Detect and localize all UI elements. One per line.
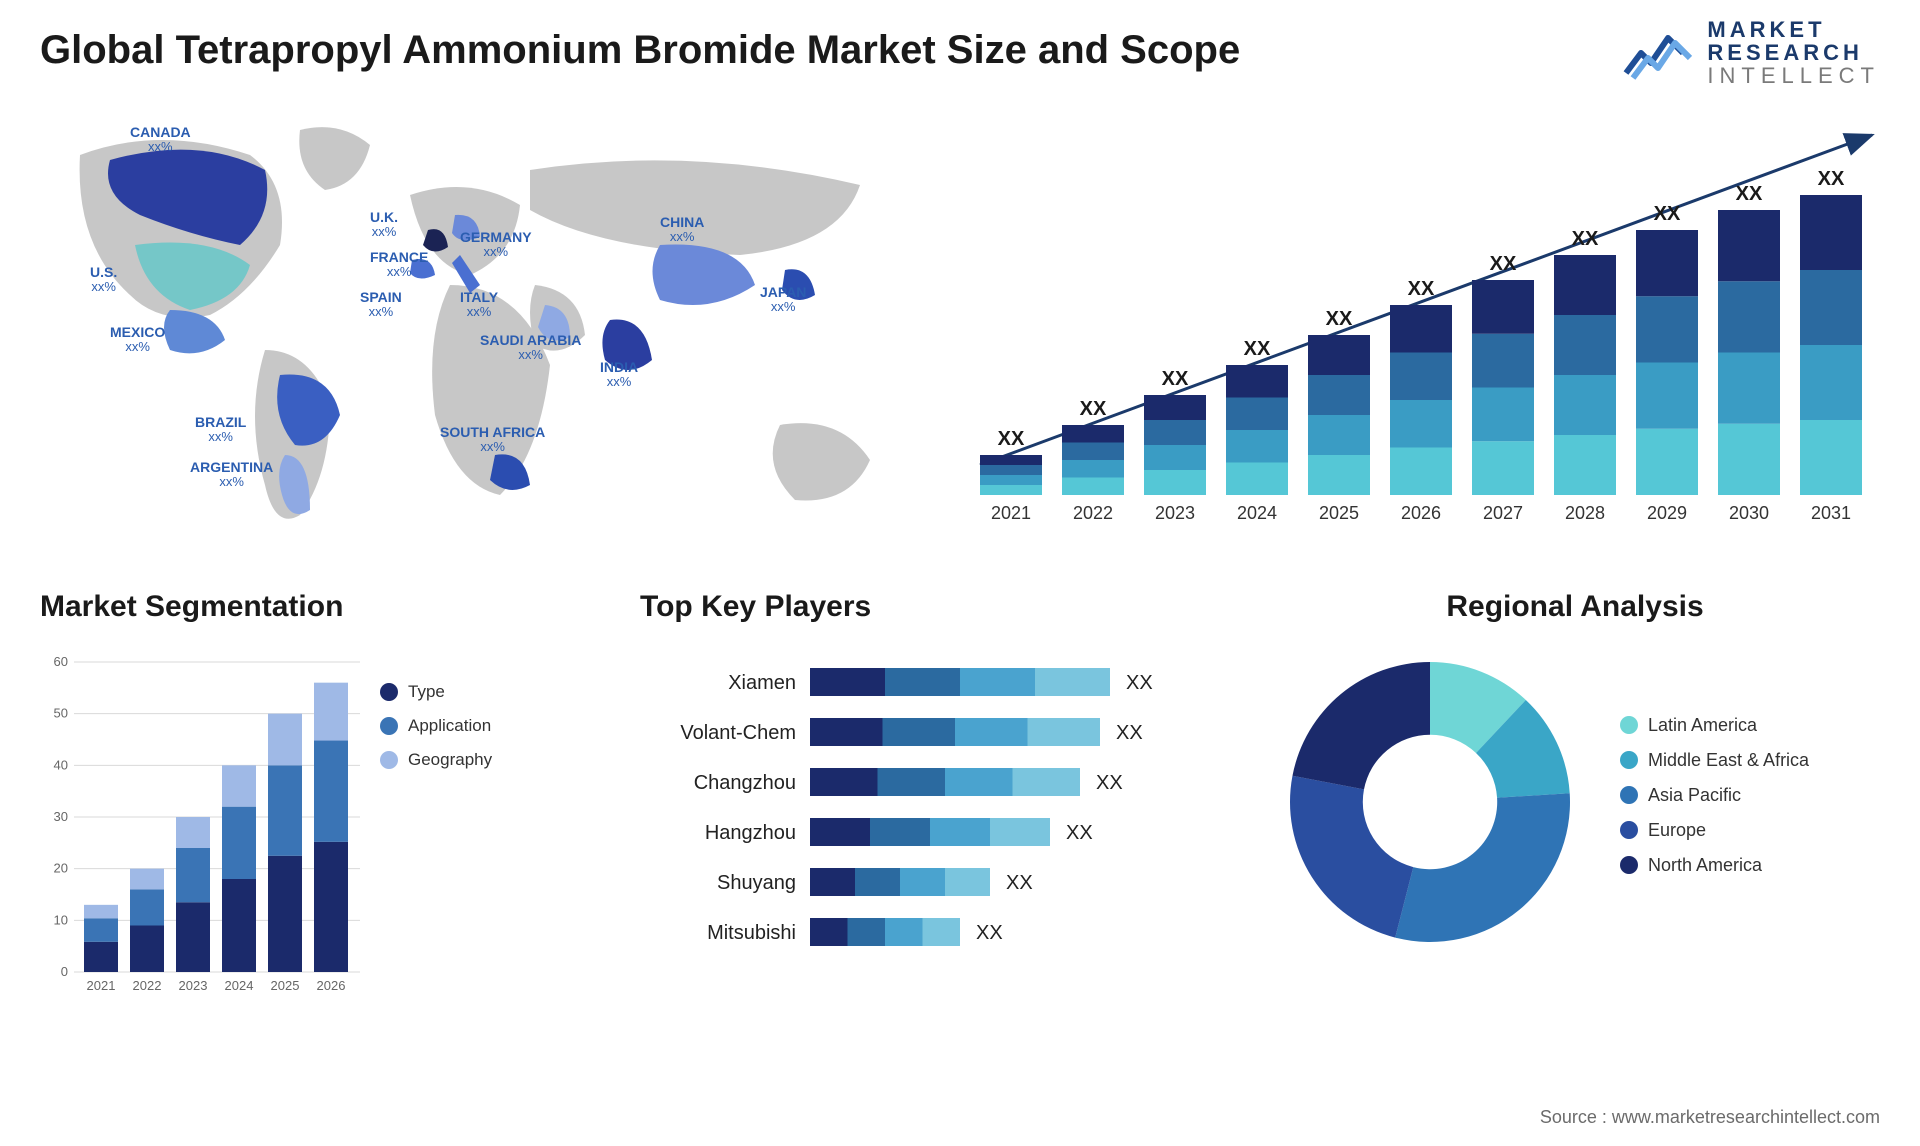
region-legend-middle-east-africa: Middle East & Africa <box>1620 750 1809 771</box>
svg-text:2022: 2022 <box>1073 503 1113 523</box>
region-legend-asia-pacific: Asia Pacific <box>1620 785 1809 806</box>
page-title: Global Tetrapropyl Ammonium Bromide Mark… <box>40 28 1240 73</box>
svg-text:XX: XX <box>1654 203 1681 225</box>
region-legend-north-america: North America <box>1620 855 1809 876</box>
players-heading: Top Key Players <box>640 590 1230 624</box>
region-legend-europe: Europe <box>1620 820 1809 841</box>
svg-text:20: 20 <box>54 861 68 876</box>
svg-text:Changzhou: Changzhou <box>694 772 796 794</box>
map-label-france: FRANCExx% <box>370 250 428 280</box>
map-label-mexico: MEXICOxx% <box>110 325 165 355</box>
svg-text:Volant-Chem: Volant-Chem <box>680 722 796 744</box>
svg-text:2025: 2025 <box>1319 503 1359 523</box>
map-svg <box>40 115 910 545</box>
svg-text:2023: 2023 <box>1155 503 1195 523</box>
logo-line3: INTELLECT <box>1707 64 1880 87</box>
svg-text:2026: 2026 <box>1401 503 1441 523</box>
region-legend-latin-america: Latin America <box>1620 715 1809 736</box>
map-label-india: INDIAxx% <box>600 360 638 390</box>
world-map: CANADAxx% U.S.xx% MEXICOxx% BRAZILxx% ARGENT… <box>40 115 910 545</box>
segmentation-chart: 0 10 20 30 40 50 60 2021 2022 2023 2024 2025 2026 <box>40 642 360 1002</box>
svg-text:2026: 2026 <box>317 978 346 993</box>
svg-text:Hangzhou: Hangzhou <box>705 822 796 844</box>
svg-text:2029: 2029 <box>1647 503 1687 523</box>
svg-text:XX: XX <box>1096 772 1123 794</box>
map-label-u-s-: U.S.xx% <box>90 265 117 295</box>
map-label-italy: ITALYxx% <box>460 290 498 320</box>
svg-text:2021: 2021 <box>87 978 116 993</box>
map-label-china: CHINAxx% <box>660 215 704 245</box>
logo-line2: RESEARCH <box>1707 41 1880 64</box>
svg-text:30: 30 <box>54 809 68 824</box>
svg-text:XX: XX <box>1126 672 1153 694</box>
svg-text:60: 60 <box>54 654 68 669</box>
map-label-germany: GERMANYxx% <box>460 230 532 260</box>
players-section: Top Key Players Xiamen XX Volant-Chem XX Cha… <box>640 590 1230 1060</box>
svg-text:XX: XX <box>1080 398 1107 420</box>
svg-text:XX: XX <box>1244 338 1271 360</box>
seg-legend-type: Type <box>380 682 492 702</box>
map-label-u-k-: U.K.xx% <box>370 210 398 240</box>
svg-text:XX: XX <box>1736 183 1763 205</box>
svg-text:Xiamen: Xiamen <box>728 672 796 694</box>
regional-legend: Latin America Middle East & Africa Asia Pa… <box>1620 715 1809 890</box>
svg-text:2024: 2024 <box>225 978 254 993</box>
main-growth-chart: 2021 XX 2022 XX 2023 XX 2024 XX 2025 XX 2026 XX 2027… <box>960 115 1880 545</box>
svg-text:2021: 2021 <box>991 503 1031 523</box>
players-chart: Xiamen XX Volant-Chem XX Changzhou XX Hangzhou… <box>640 638 1230 1008</box>
svg-text:10: 10 <box>54 912 68 927</box>
svg-text:XX: XX <box>1326 308 1353 330</box>
segmentation-section: Market Segmentation 0 10 20 30 40 50 60 2021 202… <box>40 590 600 1060</box>
seg-legend-application: Application <box>380 716 492 736</box>
map-label-south-africa: SOUTH AFRICAxx% <box>440 425 545 455</box>
svg-text:2027: 2027 <box>1483 503 1523 523</box>
svg-text:Shuyang: Shuyang <box>717 872 796 894</box>
brand-logo: MARKET RESEARCH INTELLECT <box>1623 18 1880 87</box>
svg-text:Mitsubishi: Mitsubishi <box>707 922 796 944</box>
svg-text:2023: 2023 <box>179 978 208 993</box>
svg-text:XX: XX <box>1572 228 1599 250</box>
segmentation-heading: Market Segmentation <box>40 590 600 624</box>
svg-text:XX: XX <box>1162 368 1189 390</box>
svg-text:2024: 2024 <box>1237 503 1277 523</box>
regional-section: Regional Analysis Latin America Middle Ea… <box>1270 590 1880 1060</box>
seg-legend-geography: Geography <box>380 750 492 770</box>
svg-text:XX: XX <box>1408 278 1435 300</box>
svg-text:50: 50 <box>54 706 68 721</box>
map-mexico <box>164 310 225 353</box>
map-label-canada: CANADAxx% <box>130 125 191 155</box>
regional-donut <box>1270 642 1590 962</box>
svg-text:2022: 2022 <box>133 978 162 993</box>
svg-text:XX: XX <box>998 428 1025 450</box>
svg-text:XX: XX <box>1490 253 1517 275</box>
map-label-argentina: ARGENTINAxx% <box>190 460 273 490</box>
svg-text:XX: XX <box>1116 722 1143 744</box>
map-label-brazil: BRAZILxx% <box>195 415 246 445</box>
svg-text:2028: 2028 <box>1565 503 1605 523</box>
svg-text:40: 40 <box>54 757 68 772</box>
svg-text:XX: XX <box>1006 872 1033 894</box>
svg-text:XX: XX <box>1066 822 1093 844</box>
logo-mark-icon <box>1623 23 1693 83</box>
source-line: Source : www.marketresearchintellect.com <box>1540 1107 1880 1128</box>
segmentation-legend: Type Application Geography <box>380 642 492 1002</box>
svg-text:0: 0 <box>61 964 68 979</box>
logo-line1: MARKET <box>1707 18 1880 41</box>
svg-text:XX: XX <box>976 922 1003 944</box>
svg-text:2025: 2025 <box>271 978 300 993</box>
map-label-saudi-arabia: SAUDI ARABIAxx% <box>480 333 581 363</box>
svg-text:2031: 2031 <box>1811 503 1851 523</box>
map-label-spain: SPAINxx% <box>360 290 402 320</box>
svg-text:XX: XX <box>1818 168 1845 190</box>
regional-heading: Regional Analysis <box>1270 590 1880 624</box>
svg-text:2030: 2030 <box>1729 503 1769 523</box>
map-label-japan: JAPANxx% <box>760 285 806 315</box>
